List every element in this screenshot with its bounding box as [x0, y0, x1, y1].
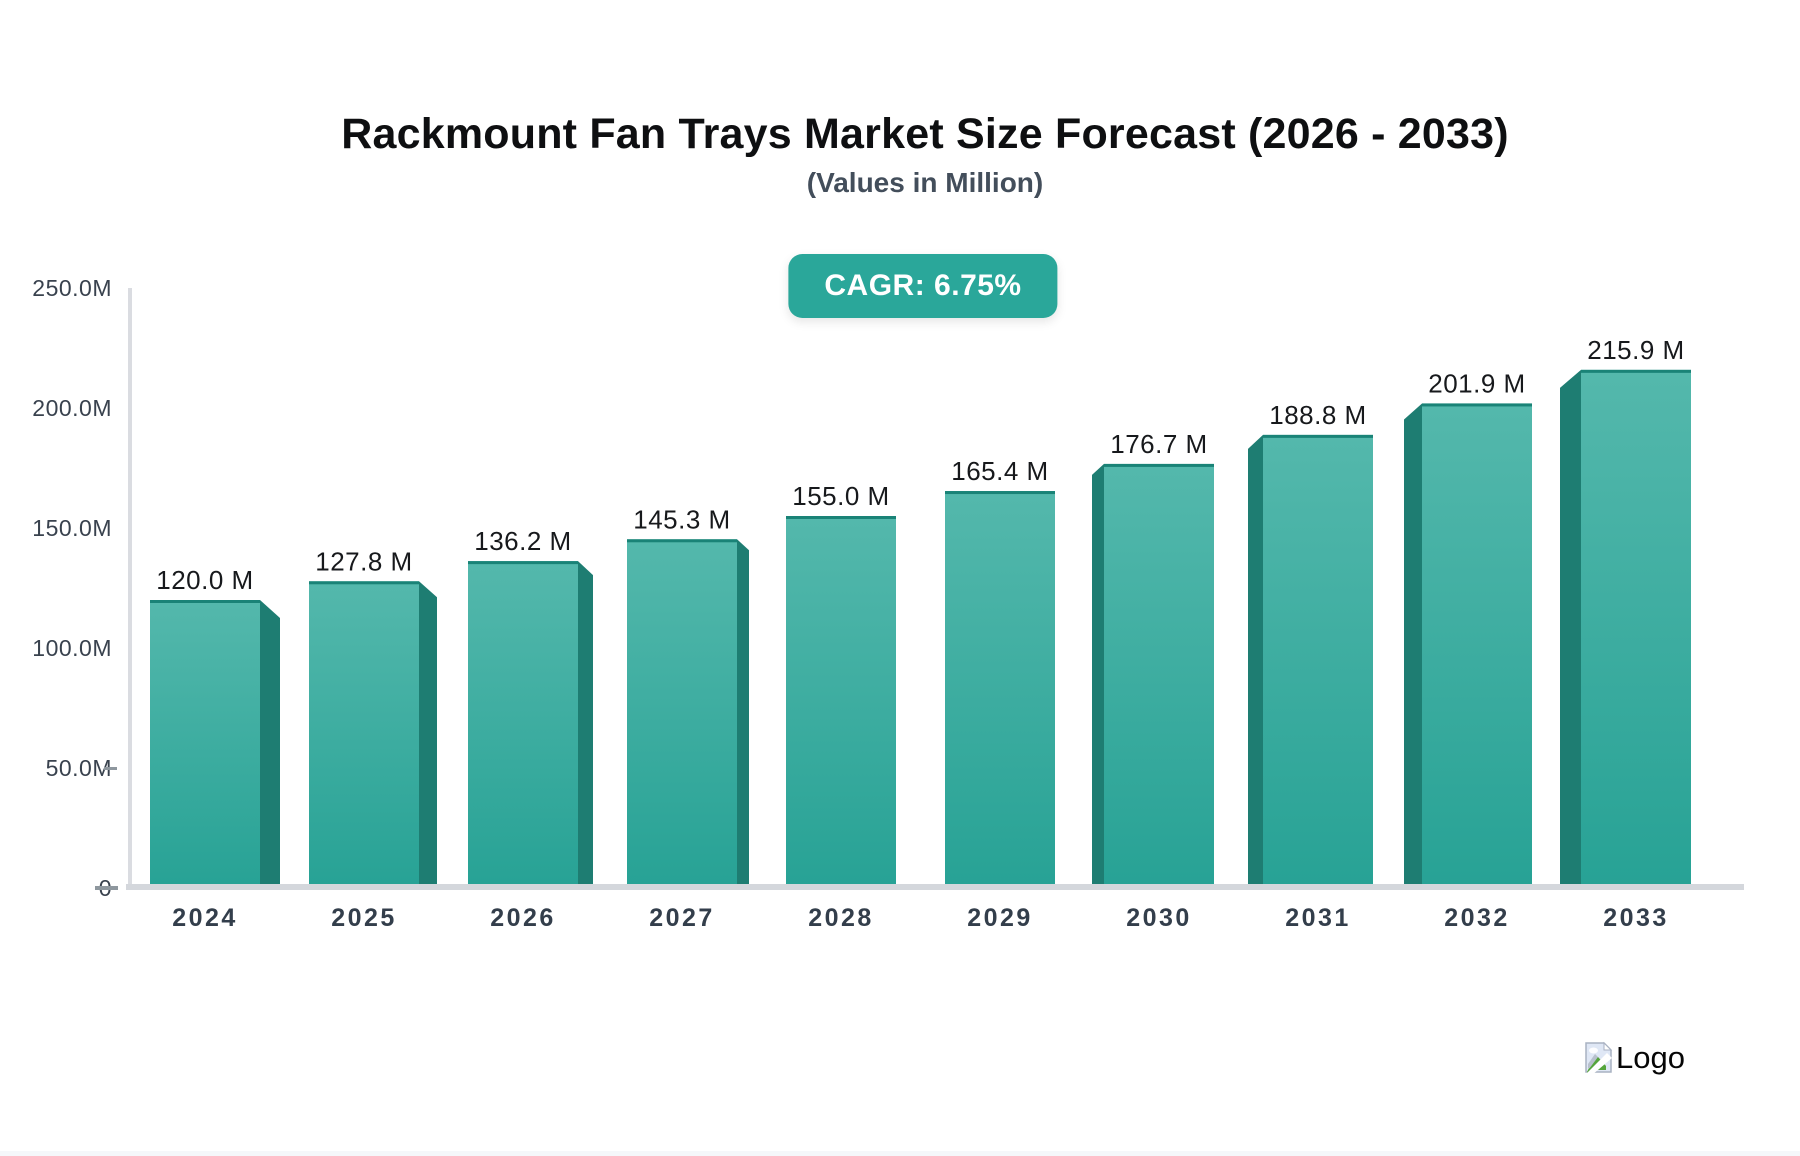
bar-2029[interactable] [945, 491, 1055, 888]
x-axis-label: 2026 [490, 904, 556, 932]
bar-top-edge [309, 581, 419, 585]
bar-value-label: 145.3 M [633, 504, 730, 534]
bar-side-face [1248, 434, 1263, 888]
bar-top-edge [1263, 434, 1373, 438]
bar-side-face [1560, 369, 1581, 889]
y-axis-label: 200.0M [32, 395, 112, 421]
cagr-badge: CAGR: 6.75% [788, 254, 1058, 318]
bar-value-label: 176.7 M [1110, 429, 1207, 459]
y-axis-tick [95, 886, 118, 890]
bar-top-edge [150, 600, 260, 603]
bar-value-label: 155.0 M [792, 481, 889, 511]
x-axis-line [126, 884, 1744, 890]
bar-2028[interactable] [786, 516, 896, 888]
bar-top-edge [786, 516, 896, 519]
bar-side-face [737, 539, 749, 888]
bottom-edge [0, 1151, 1800, 1156]
bar-2032[interactable] [1422, 403, 1532, 888]
y-axis-label: 150.0M [32, 515, 112, 541]
bar-side-face [260, 600, 280, 888]
x-axis-label: 2030 [1126, 904, 1192, 932]
bar-side-face [578, 561, 593, 888]
bar-2025[interactable] [309, 581, 419, 888]
y-axis-line [128, 288, 132, 890]
x-axis-label: 2029 [967, 904, 1033, 932]
bar-2024[interactable] [150, 600, 260, 888]
bar-side-face [419, 581, 437, 888]
bar-side-face [1404, 403, 1422, 888]
x-axis-label: 2032 [1444, 904, 1510, 932]
logo-placeholder: Logo [1584, 1040, 1685, 1076]
bar-top-edge [945, 491, 1055, 495]
bar-2027[interactable] [627, 539, 737, 888]
logo-alt-text: Logo [1616, 1040, 1685, 1075]
x-axis-label: 2027 [649, 904, 715, 932]
bar-top-edge [1104, 463, 1214, 467]
bar-2033[interactable] [1581, 369, 1691, 889]
bar-top-edge [1581, 369, 1691, 373]
bar-value-label: 215.9 M [1587, 335, 1684, 365]
bar-top-edge [627, 539, 737, 543]
chart-title: Rackmount Fan Trays Market Size Forecast… [341, 110, 1509, 158]
x-axis-label: 2024 [172, 904, 238, 932]
y-axis-label: 100.0M [32, 635, 112, 661]
y-axis-label: 250.0M [32, 275, 112, 301]
bar-top-edge [468, 561, 578, 565]
bar-value-label: 188.8 M [1269, 400, 1366, 430]
y-axis-label: 50.0M [46, 755, 112, 781]
bar-2031[interactable] [1263, 434, 1373, 888]
x-axis-label: 2031 [1285, 904, 1351, 932]
x-axis-label: 2033 [1603, 904, 1669, 932]
x-axis-label: 2028 [808, 904, 874, 932]
chart-subtitle: (Values in Million) [806, 167, 1044, 198]
x-axis-label: 2025 [331, 904, 397, 932]
y-axis-tick [104, 767, 117, 770]
bar-top-edge [1422, 403, 1532, 407]
bar-value-label: 127.8 M [315, 546, 412, 576]
bar-2026[interactable] [468, 561, 578, 888]
bar-value-label: 120.0 M [156, 565, 253, 595]
bar-value-label: 201.9 M [1428, 368, 1525, 398]
broken-image-icon [1585, 1041, 1613, 1075]
bar-value-label: 165.4 M [951, 456, 1048, 486]
bar-value-label: 136.2 M [474, 526, 571, 556]
bar-2030[interactable] [1104, 463, 1214, 888]
bar-side-face [1092, 463, 1104, 888]
